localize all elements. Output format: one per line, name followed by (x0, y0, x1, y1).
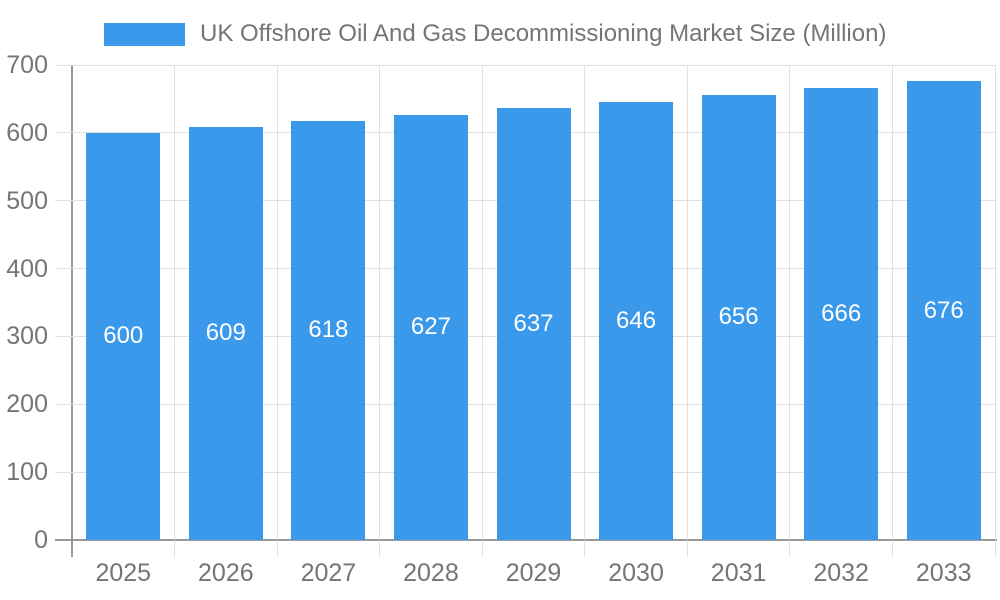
x-tick-label: 2029 (505, 559, 562, 587)
bar-value-label: 609 (205, 319, 246, 347)
x-tick-label: 2026 (198, 559, 254, 587)
x-tick-mark (686, 541, 688, 557)
v-gridline (789, 65, 791, 540)
bar-value-label: 646 (616, 306, 657, 334)
y-tick-mark (55, 64, 72, 66)
y-tick-label: 100 (6, 458, 48, 487)
bar: 666 (804, 88, 879, 540)
y-tick-mark (55, 200, 72, 202)
y-tick-label: 600 (6, 118, 48, 147)
bar-value-label: 666 (821, 300, 862, 328)
x-tick-label: 2028 (403, 559, 459, 587)
x-tick-mark (789, 541, 791, 557)
x-tick-label: 2032 (813, 559, 869, 587)
x-tick-mark (481, 541, 483, 557)
x-tick-mark (891, 541, 893, 557)
x-tick-mark (584, 541, 586, 557)
bar: 600 (86, 132, 161, 540)
bar-value-label: 627 (410, 313, 451, 341)
v-gridline (379, 65, 381, 540)
legend-swatch-icon (104, 22, 185, 46)
h-gridline (72, 64, 995, 66)
bar: 609 (188, 126, 263, 540)
x-tick-label: 2025 (95, 559, 152, 587)
y-tick-label: 400 (6, 254, 48, 283)
v-gridline (994, 65, 996, 540)
y-tick-mark (55, 471, 72, 473)
v-gridline (584, 65, 586, 540)
x-tick-label: 2027 (300, 559, 357, 587)
v-gridline (174, 65, 176, 540)
y-tick-label: 200 (6, 390, 48, 419)
bar: 618 (291, 120, 366, 540)
x-tick-mark (379, 541, 381, 557)
y-tick-mark (55, 132, 72, 134)
y-tick-label: 700 (6, 51, 48, 79)
x-tick-mark (276, 541, 278, 557)
x-axis-line (55, 539, 997, 541)
plot-area: 600 609 618 627 637 646 656 666 676 (72, 64, 996, 540)
v-gridline (481, 65, 483, 540)
y-tick-label: 500 (6, 186, 48, 215)
bar: 637 (496, 107, 571, 540)
x-tick-label: 2030 (608, 559, 664, 587)
y-tick-mark (55, 335, 72, 337)
bar-value-label: 656 (718, 303, 759, 331)
y-tick-label: 0 (34, 526, 48, 554)
y-tick-mark (55, 268, 72, 270)
bar: 656 (701, 94, 776, 540)
y-tick-label: 300 (6, 322, 48, 351)
bar-value-label: 676 (923, 296, 964, 324)
bar-value-label: 618 (308, 316, 349, 344)
bar: 676 (906, 81, 981, 540)
x-tick-mark (174, 541, 176, 557)
bar-value-label: 600 (103, 322, 144, 350)
v-gridline (891, 65, 893, 540)
x-tick-label: 2031 (710, 559, 767, 587)
chart-title: UK Offshore Oil And Gas Decommissioning … (200, 20, 887, 47)
v-gridline (686, 65, 688, 540)
y-axis-line (71, 65, 73, 557)
bar-value-label: 637 (513, 309, 554, 337)
legend-item[interactable]: UK Offshore Oil And Gas Decommissioning … (104, 22, 886, 46)
x-tick-mark (994, 541, 996, 557)
v-gridline (276, 65, 278, 540)
y-tick-mark (55, 403, 72, 405)
bar: 646 (599, 101, 674, 540)
bar: 627 (393, 114, 468, 540)
x-tick-label: 2033 (915, 559, 972, 587)
